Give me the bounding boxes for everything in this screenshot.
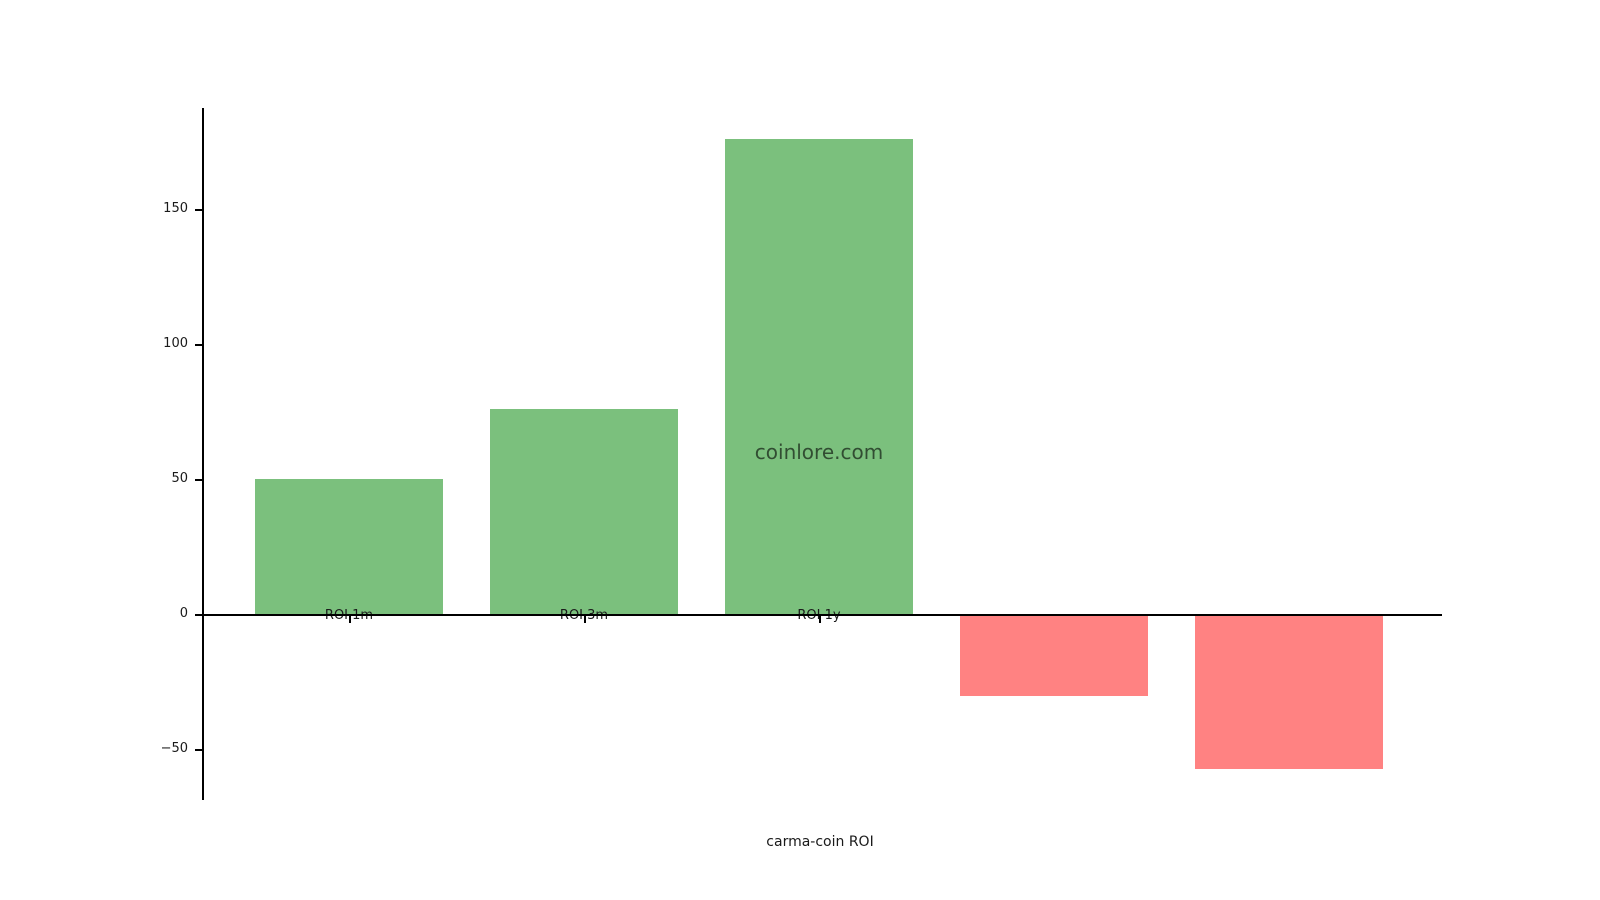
y-tick-label: −50 <box>160 741 188 756</box>
bar-roi-1y <box>725 138 913 614</box>
x-tick-mark <box>584 615 586 623</box>
y-tick-mark <box>195 479 202 481</box>
bar-unlabeled-5 <box>1195 615 1383 769</box>
chart-title: carma-coin ROI <box>766 834 874 850</box>
y-axis-spine <box>202 108 204 800</box>
bar-unlabeled-4 <box>960 615 1148 696</box>
x-tick-label: ROI 3m <box>559 608 609 623</box>
bar-roi-3m <box>490 408 678 614</box>
y-tick-mark <box>195 749 202 751</box>
x-tick-mark <box>819 615 821 623</box>
x-tick-label: ROI 1m <box>324 608 374 623</box>
y-tick-label: 100 <box>163 336 188 351</box>
y-tick-mark <box>195 344 202 346</box>
y-tick-label: 0 <box>179 606 188 621</box>
y-tick-mark <box>195 614 202 616</box>
y-tick-mark <box>195 209 202 211</box>
x-tick-mark <box>349 615 351 623</box>
y-tick-label: 50 <box>171 471 188 486</box>
watermark-text: coinlore.com <box>754 440 884 464</box>
y-tick-label: 150 <box>163 201 188 216</box>
bar-roi-1m <box>255 479 443 614</box>
x-axis-line <box>202 614 1442 616</box>
x-tick-label: ROI 1y <box>797 608 841 623</box>
